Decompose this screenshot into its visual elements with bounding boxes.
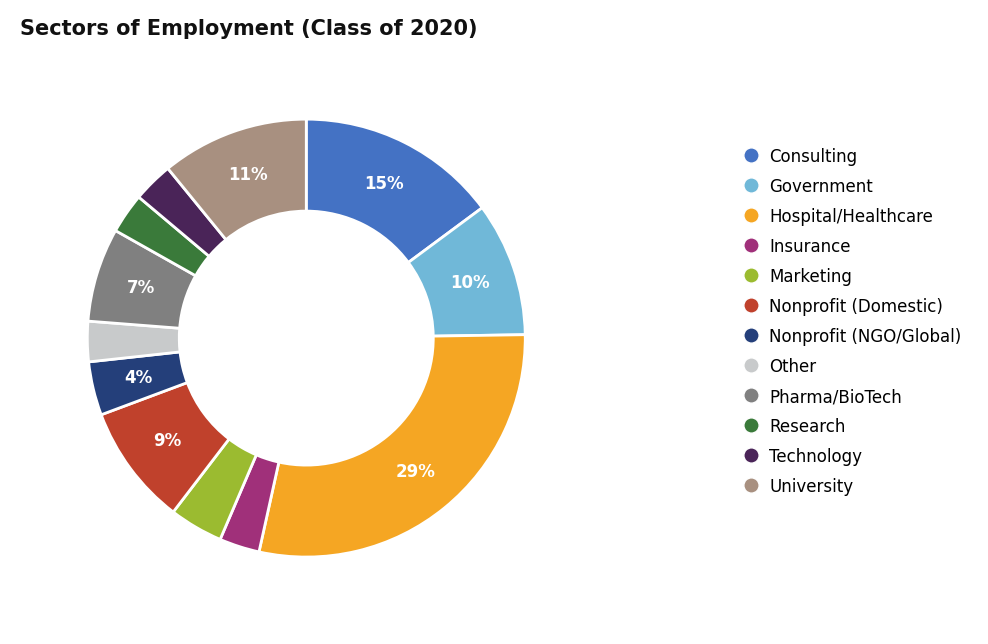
Wedge shape xyxy=(88,231,196,328)
Text: 15%: 15% xyxy=(365,175,404,193)
Wedge shape xyxy=(408,208,526,336)
Legend: Consulting, Government, Hospital/Healthcare, Insurance, Marketing, Nonprofit (Do: Consulting, Government, Hospital/Healthc… xyxy=(734,140,970,504)
Text: 10%: 10% xyxy=(451,274,490,292)
Wedge shape xyxy=(306,119,482,263)
Text: 11%: 11% xyxy=(228,166,268,184)
Text: 9%: 9% xyxy=(153,432,182,450)
Wedge shape xyxy=(87,321,180,362)
Wedge shape xyxy=(259,335,526,557)
Wedge shape xyxy=(101,383,229,512)
Text: 4%: 4% xyxy=(124,369,152,387)
Wedge shape xyxy=(173,439,256,540)
Text: 29%: 29% xyxy=(395,463,436,481)
Wedge shape xyxy=(220,455,279,552)
Wedge shape xyxy=(138,169,226,256)
Text: 7%: 7% xyxy=(126,279,155,297)
Text: Sectors of Employment (Class of 2020): Sectors of Employment (Class of 2020) xyxy=(20,19,477,39)
Wedge shape xyxy=(116,197,209,276)
Wedge shape xyxy=(168,119,306,240)
Wedge shape xyxy=(89,352,188,415)
